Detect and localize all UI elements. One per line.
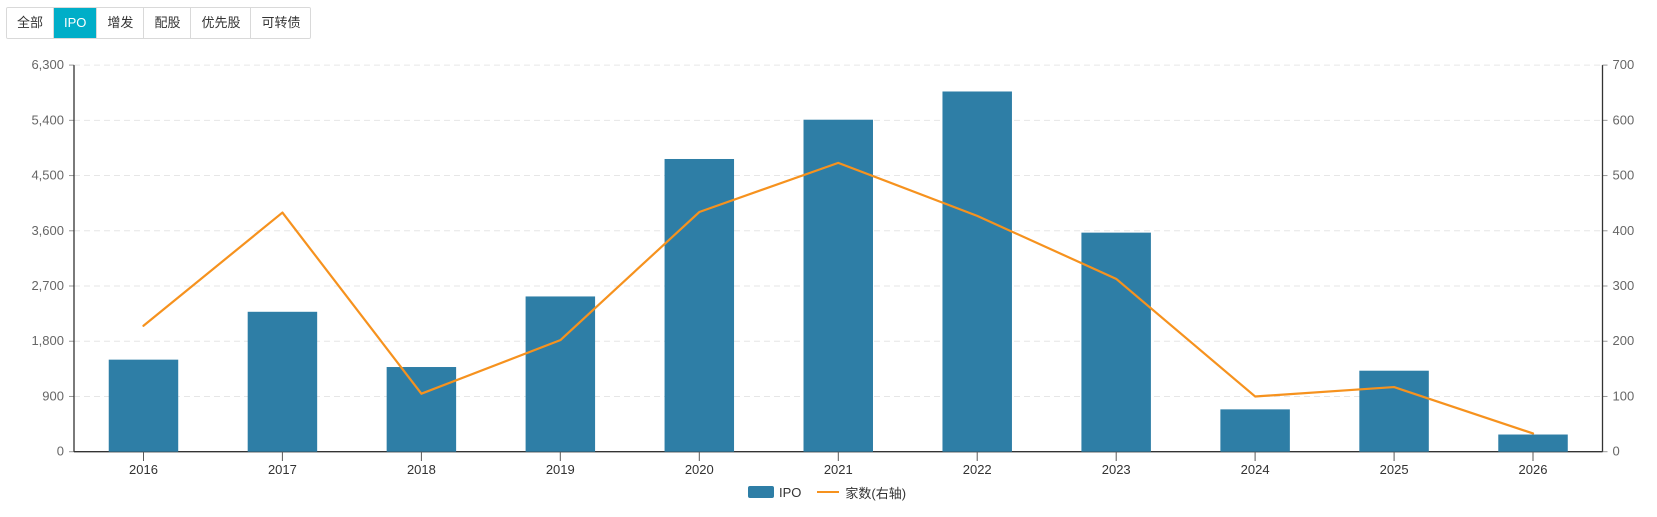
svg-text:100: 100 [1613,389,1635,404]
svg-text:200: 200 [1613,333,1635,348]
svg-text:2026: 2026 [1519,462,1548,477]
svg-text:2018: 2018 [407,462,436,477]
svg-text:300: 300 [1613,278,1635,293]
svg-text:2023: 2023 [1102,462,1131,477]
svg-text:0: 0 [57,444,64,459]
svg-text:3,600: 3,600 [31,223,64,238]
svg-text:2016: 2016 [129,462,158,477]
svg-text:4,500: 4,500 [31,168,64,183]
svg-text:2025: 2025 [1380,462,1409,477]
svg-text:1,800: 1,800 [31,333,64,348]
svg-text:500: 500 [1613,168,1635,183]
svg-text:2024: 2024 [1241,462,1270,477]
svg-text:2,700: 2,700 [31,278,64,293]
svg-text:2021: 2021 [824,462,853,477]
svg-text:5,400: 5,400 [31,112,64,127]
svg-text:600: 600 [1613,112,1635,127]
svg-text:6,300: 6,300 [31,57,64,72]
svg-text:900: 900 [42,389,64,404]
svg-text:2019: 2019 [546,462,575,477]
svg-text:700: 700 [1613,57,1635,72]
svg-text:0: 0 [1613,444,1620,459]
svg-text:2017: 2017 [268,462,297,477]
svg-text:2022: 2022 [963,462,992,477]
svg-text:2020: 2020 [685,462,714,477]
svg-text:400: 400 [1613,223,1635,238]
